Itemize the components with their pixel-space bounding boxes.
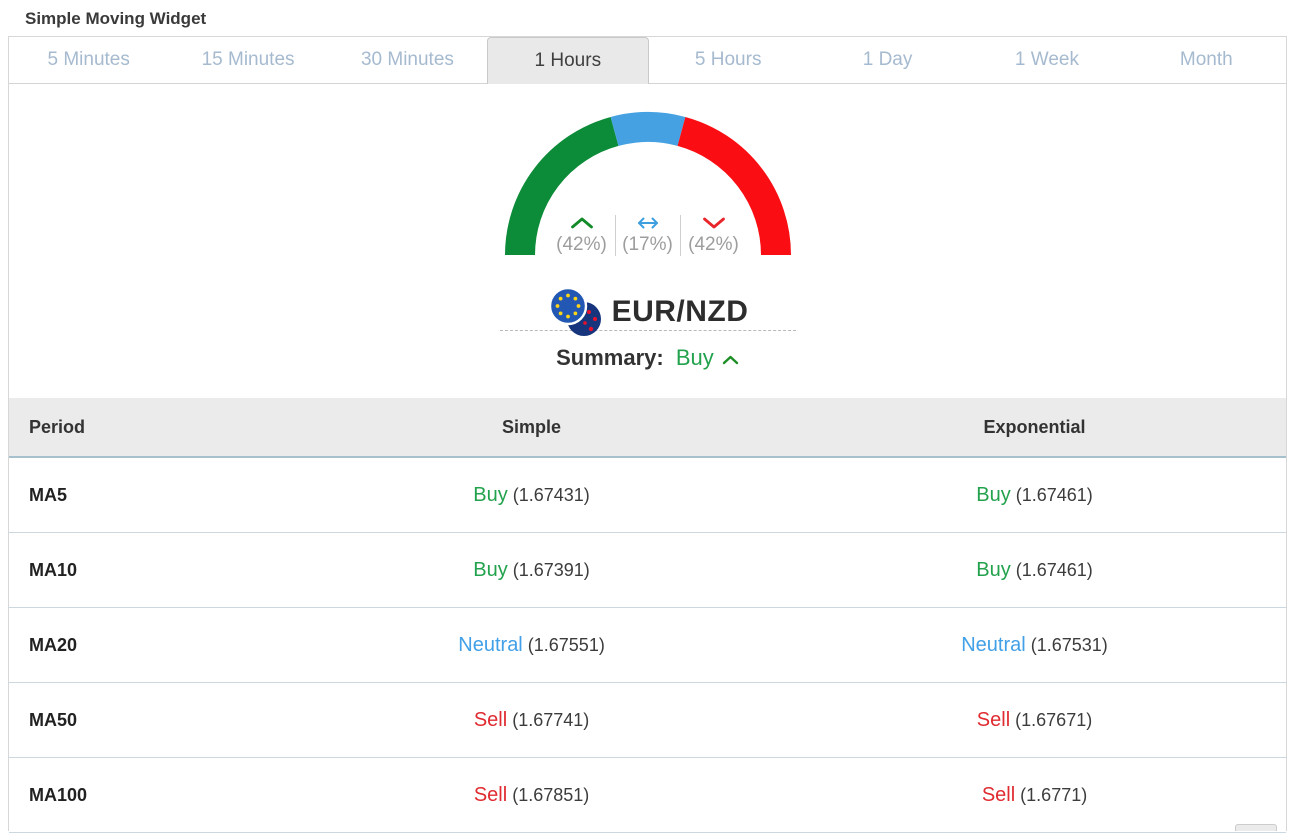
simple-cell: Buy (1.67431) <box>280 457 784 533</box>
period-cell: MA10 <box>9 532 281 608</box>
gauge-legend: (42%) (17%) (42%) <box>549 215 747 256</box>
value-label: (1.67461) <box>1015 559 1093 580</box>
pair-section: EUR/NZD Summary: Buy <box>9 286 1286 371</box>
action-label: Buy <box>976 558 1011 581</box>
pair-name: EUR/NZD <box>611 295 749 328</box>
gauge-arc <box>504 112 791 256</box>
tab-5-hours[interactable]: 5 Hours <box>694 49 762 70</box>
value-label: (1.67741) <box>512 709 590 730</box>
value-label: (1.67531) <box>1030 634 1108 655</box>
header-simple: Simple <box>280 398 784 458</box>
exponential-cell: Sell (1.67671) <box>783 682 1286 758</box>
corner-chip <box>1235 824 1277 831</box>
tab-1-day[interactable]: 1 Day <box>862 49 913 70</box>
summary-row: Summary: Buy <box>9 345 1286 371</box>
timeframe-tab-bar: 5 Minutes 15 Minutes 30 Minutes 1 Hours … <box>9 37 1286 84</box>
action-label: Sell <box>981 783 1016 806</box>
gauge-neutral-cell: (17%) <box>614 215 681 256</box>
chevron-up-icon[interactable] <box>722 355 739 365</box>
gauge-buy-cell: (42%) <box>549 215 615 256</box>
exponential-cell: Buy (1.67461) <box>783 532 1286 608</box>
value-label: (1.67671) <box>1015 709 1093 730</box>
moving-averages-table: Period Simple Exponential MA5 Buy (1.6743… <box>9 398 1286 833</box>
action-label: Neutral <box>961 633 1026 656</box>
moving-averages-widget: 5 Minutes 15 Minutes 30 Minutes 1 Hours … <box>8 36 1287 833</box>
tab-5-minutes[interactable]: 5 Minutes <box>47 49 130 70</box>
value-label: (1.67851) <box>512 784 590 805</box>
simple-cell: Sell (1.67741) <box>280 682 784 758</box>
gauge-buy-percent: (42%) <box>556 234 607 255</box>
value-label: (1.67461) <box>1015 484 1093 505</box>
value-label: (1.67431) <box>512 484 590 505</box>
simple-cell: Neutral (1.67551) <box>280 607 784 683</box>
tab-15-minutes[interactable]: 15 Minutes <box>201 49 295 70</box>
action-label: Buy <box>473 558 508 581</box>
chevron-down-icon <box>681 215 747 230</box>
action-label: Buy <box>976 483 1011 506</box>
tab-month[interactable]: Month <box>1179 49 1233 70</box>
exponential-cell: Buy (1.67461) <box>783 457 1286 533</box>
gauge-sell-percent: (42%) <box>688 234 739 255</box>
header-exponential: Exponential <box>783 398 1286 458</box>
value-label: (1.67391) <box>512 559 590 580</box>
action-label: Sell <box>473 783 508 806</box>
pair-row: EUR/NZD <box>547 286 749 338</box>
table-row: MA50 Sell (1.67741) Sell (1.67671) <box>9 682 1286 758</box>
period-cell: MA20 <box>9 607 281 683</box>
action-label: Neutral <box>458 633 523 656</box>
header-period: Period <box>9 398 281 458</box>
period-cell: MA100 <box>9 757 281 833</box>
tab-1-hours[interactable]: 1 Hours <box>487 37 649 84</box>
chevron-up-icon <box>549 215 615 230</box>
period-cell: MA50 <box>9 682 281 758</box>
gauge-segment-sell <box>676 116 791 256</box>
sentiment-gauge: (42%) (17%) (42%) <box>503 110 793 256</box>
dashed-divider <box>499 330 796 331</box>
gauge-neutral-percent: (17%) <box>622 234 673 255</box>
simple-cell: Sell (1.67851) <box>280 757 784 833</box>
action-label: Sell <box>473 708 508 731</box>
value-label: (1.67551) <box>527 634 605 655</box>
table-row: MA100 Sell (1.67851) Sell (1.6771) <box>9 757 1286 833</box>
eu-flag-icon <box>548 286 587 326</box>
value-label: (1.6771) <box>1020 784 1088 805</box>
gauge-sell-cell: (42%) <box>681 215 747 256</box>
table-row: MA10 Buy (1.67391) Buy (1.67461) <box>9 532 1286 608</box>
period-cell: MA5 <box>9 457 281 533</box>
arrow-left-right-icon <box>616 215 680 230</box>
eur-nzd-flag-icon <box>548 286 601 336</box>
exponential-cell: Neutral (1.67531) <box>783 607 1286 683</box>
gauge-segment-neutral <box>610 112 685 147</box>
tab-1-week[interactable]: 1 Week <box>1014 49 1079 70</box>
simple-cell: Buy (1.67391) <box>280 532 784 608</box>
gauge-segment-buy <box>504 116 619 256</box>
action-label: Buy <box>473 483 508 506</box>
table-header-row: Period Simple Exponential <box>9 398 1286 458</box>
page-title: Simple Moving Widget <box>25 9 207 28</box>
action-label: Sell <box>976 708 1011 731</box>
table-row: MA5 Buy (1.67431) Buy (1.67461) <box>9 457 1286 533</box>
tab-30-minutes[interactable]: 30 Minutes <box>360 49 454 70</box>
summary-value[interactable]: Buy <box>675 345 714 370</box>
exponential-cell: Sell (1.6771) <box>783 757 1286 833</box>
table-row: MA20 Neutral (1.67551) Neutral (1.67531) <box>9 607 1286 683</box>
summary-label: Summary: <box>556 345 664 370</box>
